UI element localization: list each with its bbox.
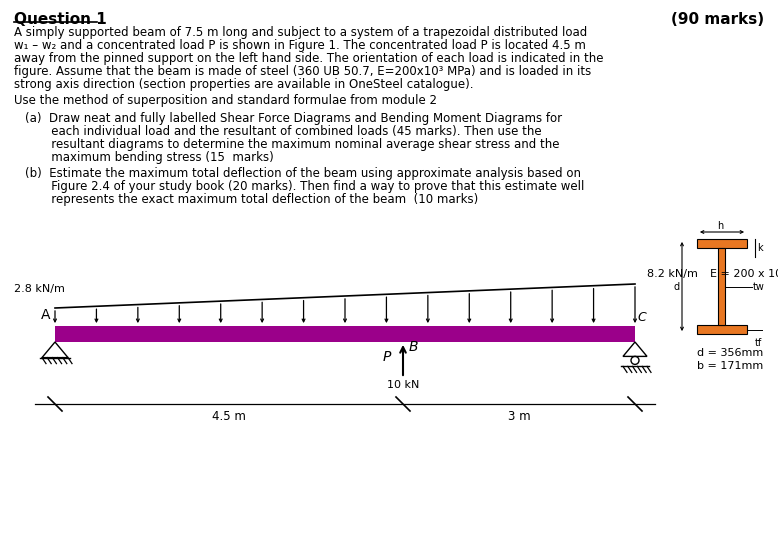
Bar <box>697 239 747 248</box>
Text: tf: tf <box>755 339 762 349</box>
Text: d: d <box>674 281 680 292</box>
Text: away from the pinned support on the left hand side. The orientation of each load: away from the pinned support on the left… <box>14 52 604 65</box>
Text: (a)  Draw neat and fully labelled Shear Force Diagrams and Bending Moment Diagra: (a) Draw neat and fully labelled Shear F… <box>25 112 562 125</box>
Text: A: A <box>40 308 50 322</box>
Text: P: P <box>383 350 391 364</box>
Bar <box>697 325 747 334</box>
Text: Figure 2.4 of your study book (20 marks). Then find a way to prove that this est: Figure 2.4 of your study book (20 marks)… <box>25 180 584 193</box>
Text: resultant diagrams to determine the maximum nominal average shear stress and the: resultant diagrams to determine the maxi… <box>25 138 559 151</box>
Bar <box>719 248 726 325</box>
Text: (b)  Estimate the maximum total deflection of the beam using approximate analysi: (b) Estimate the maximum total deflectio… <box>25 167 581 180</box>
Text: B: B <box>409 340 419 354</box>
Text: tw: tw <box>753 281 765 292</box>
Bar <box>55 326 635 342</box>
Text: 10 kN: 10 kN <box>387 380 419 390</box>
Text: C: C <box>637 311 646 324</box>
Text: Use the method of superposition and standard formulae from module 2: Use the method of superposition and stan… <box>14 94 437 107</box>
Text: h: h <box>717 221 723 231</box>
Text: w₁ – w₂ and a concentrated load P is shown in Figure 1. The concentrated load P : w₁ – w₂ and a concentrated load P is sho… <box>14 39 586 52</box>
Text: 4.5 m: 4.5 m <box>212 410 246 423</box>
Text: b = 171mm: b = 171mm <box>697 361 763 371</box>
Text: 8.2 kN/m: 8.2 kN/m <box>647 269 698 279</box>
Text: 3 m: 3 m <box>508 410 531 423</box>
Text: A simply supported beam of 7.5 m long and subject to a system of a trapezoidal d: A simply supported beam of 7.5 m long an… <box>14 26 587 39</box>
Text: (90 marks): (90 marks) <box>671 12 764 27</box>
Text: strong axis direction (section properties are available in OneSteel catalogue).: strong axis direction (section propertie… <box>14 78 474 91</box>
Text: Question 1: Question 1 <box>14 12 107 27</box>
Text: d = 356mm: d = 356mm <box>697 348 763 358</box>
Text: represents the exact maximum total deflection of the beam  (10 marks): represents the exact maximum total defle… <box>25 193 478 206</box>
Text: figure. Assume that the beam is made of steel (360 UB 50.7, E=200x10³ MPa) and i: figure. Assume that the beam is made of … <box>14 65 591 78</box>
Text: 2.8 kN/m: 2.8 kN/m <box>14 284 65 294</box>
Text: k: k <box>757 243 762 253</box>
Text: each individual load and the resultant of combined loads (45 marks). Then use th: each individual load and the resultant o… <box>25 125 541 138</box>
Text: maximum bending stress (15  marks): maximum bending stress (15 marks) <box>25 151 274 164</box>
Text: E = 200 x 10^3 MPa: E = 200 x 10^3 MPa <box>710 269 778 279</box>
